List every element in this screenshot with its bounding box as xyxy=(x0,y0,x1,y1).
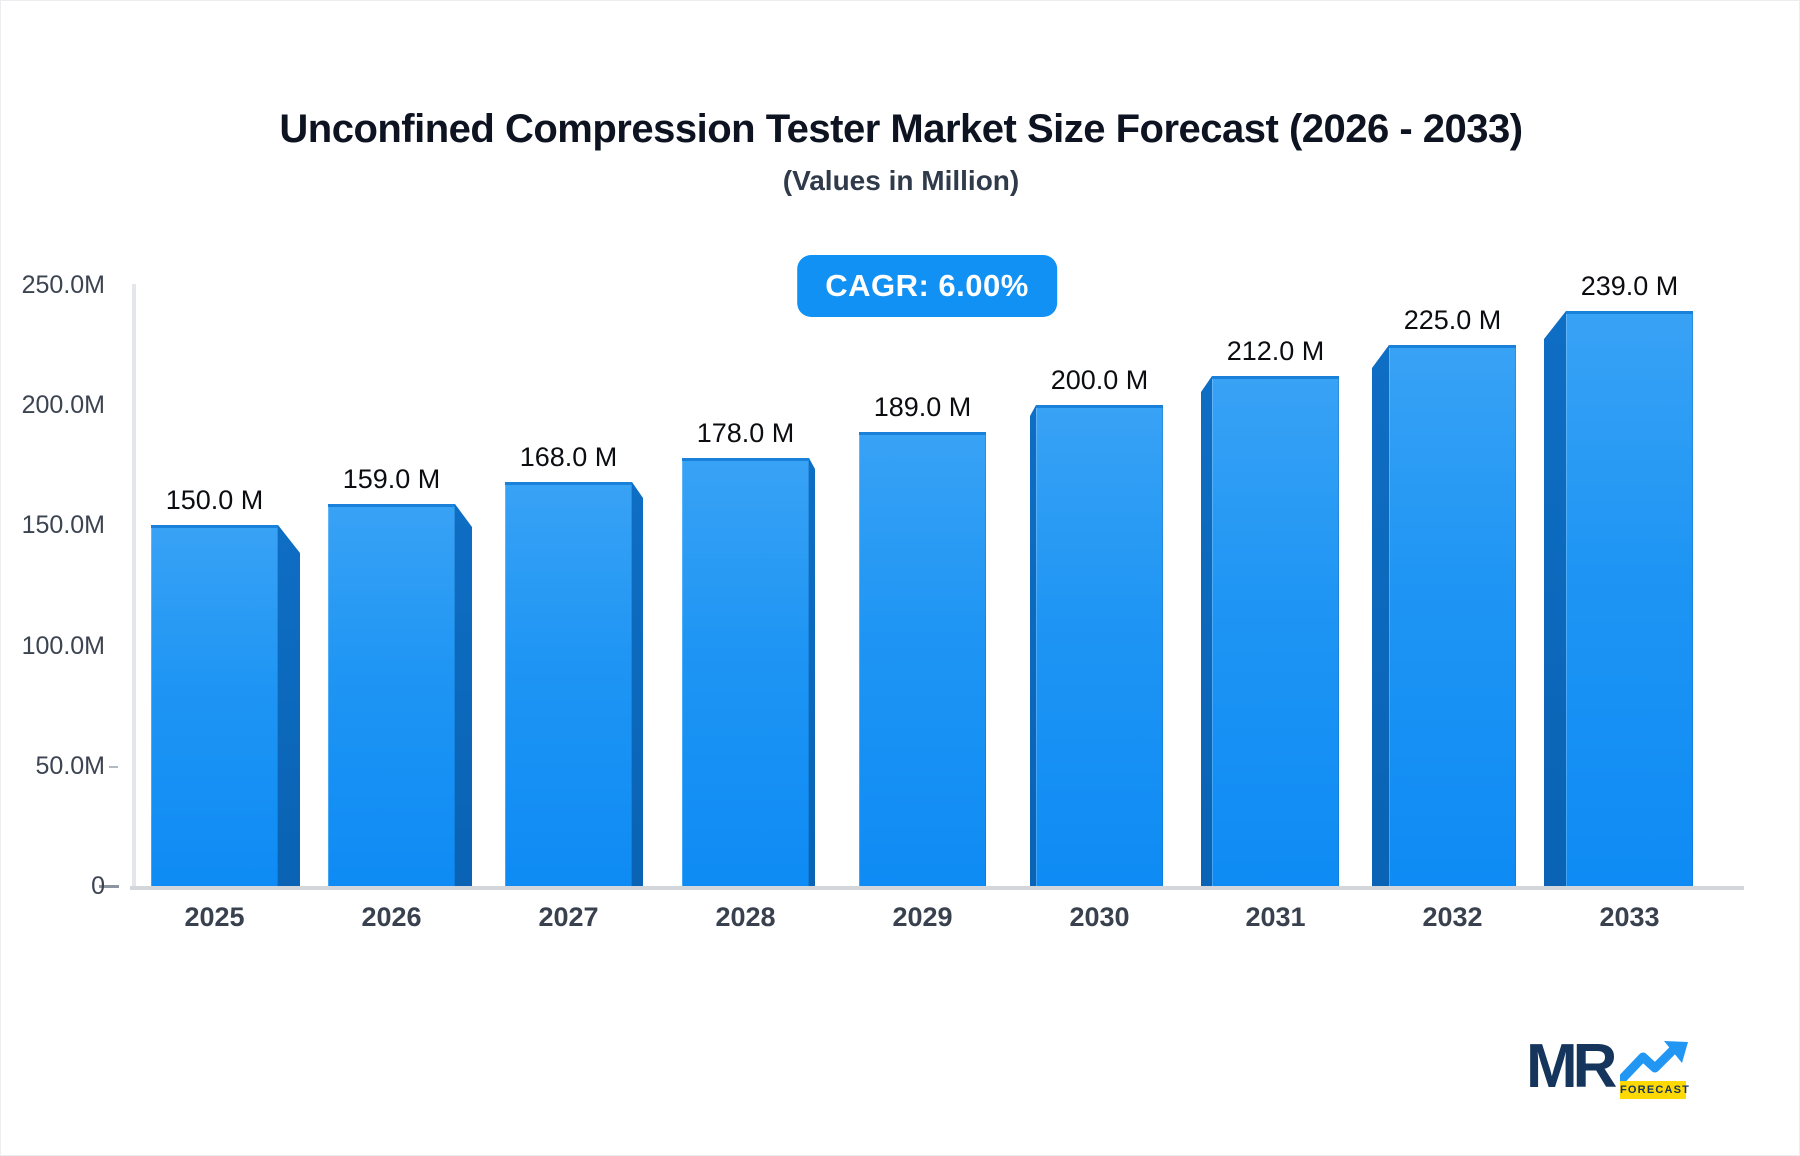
bar-value-label: 239.0 M xyxy=(1580,271,1679,301)
bar-value-label: 150.0 M xyxy=(165,485,264,515)
bar-side-face xyxy=(1544,311,1566,886)
bar-2025 xyxy=(151,525,278,886)
mr-forecast-logo: MR FORECAST xyxy=(1526,1032,1716,1103)
bar-2028 xyxy=(682,458,809,886)
bar-side-face xyxy=(278,525,300,886)
y-axis-label: 250.0M xyxy=(21,271,105,299)
x-axis-label: 2027 xyxy=(538,902,599,932)
zero-tick-mark xyxy=(99,885,119,888)
fifty-tick-mark xyxy=(109,766,118,768)
bar-2029 xyxy=(859,432,986,886)
x-axis-label: 2028 xyxy=(715,902,776,932)
bar-side-face xyxy=(1201,376,1212,886)
bar-2031 xyxy=(1212,376,1339,886)
bar-2027 xyxy=(505,482,632,886)
bar-side-face xyxy=(1030,405,1036,886)
x-axis-label: 2030 xyxy=(1069,902,1130,932)
y-axis-label: 200.0M xyxy=(21,391,105,419)
x-axis-label: 2026 xyxy=(361,902,422,932)
bar-value-label: 212.0 M xyxy=(1226,336,1325,366)
bar-value-label: 159.0 M xyxy=(342,464,441,494)
cagr-badge: CAGR: 6.00% xyxy=(797,255,1057,317)
bar-side-face xyxy=(809,458,815,886)
y-axis-line xyxy=(132,284,136,890)
logo-forecast-label: FORECAST xyxy=(1620,1081,1689,1099)
logo-text: MR xyxy=(1526,1032,1617,1101)
x-axis-label: 2033 xyxy=(1599,902,1660,932)
x-axis-line xyxy=(130,886,1744,890)
trend-arrow-icon xyxy=(1618,1041,1690,1086)
bar-side-face xyxy=(632,482,643,886)
bar-side-face xyxy=(455,504,472,886)
x-axis-label: 2029 xyxy=(892,902,953,932)
y-axis-label: 100.0M xyxy=(21,632,105,660)
bar-value-label: 178.0 M xyxy=(696,418,795,448)
x-axis-label: 2031 xyxy=(1245,902,1306,932)
bar-2030 xyxy=(1036,405,1163,886)
y-axis-label: 0 xyxy=(91,872,105,900)
bar-value-label: 200.0 M xyxy=(1050,365,1149,395)
y-axis-label: 150.0M xyxy=(21,511,105,539)
bar-2033 xyxy=(1566,311,1693,886)
bar-value-label: 168.0 M xyxy=(519,442,618,472)
bar-side-face xyxy=(1372,345,1389,886)
page-title: Unconfined Compression Tester Market Siz… xyxy=(279,107,1523,151)
y-axis-label: 50.0M xyxy=(35,752,105,780)
bar-value-label: 189.0 M xyxy=(873,392,972,422)
x-axis-label: 2025 xyxy=(184,902,245,932)
chart-subtitle: (Values in Million) xyxy=(782,165,1020,196)
bar-2032 xyxy=(1389,345,1516,886)
x-axis-label: 2032 xyxy=(1422,902,1483,932)
bar-value-label: 225.0 M xyxy=(1403,305,1502,335)
bar-2026 xyxy=(328,504,455,886)
